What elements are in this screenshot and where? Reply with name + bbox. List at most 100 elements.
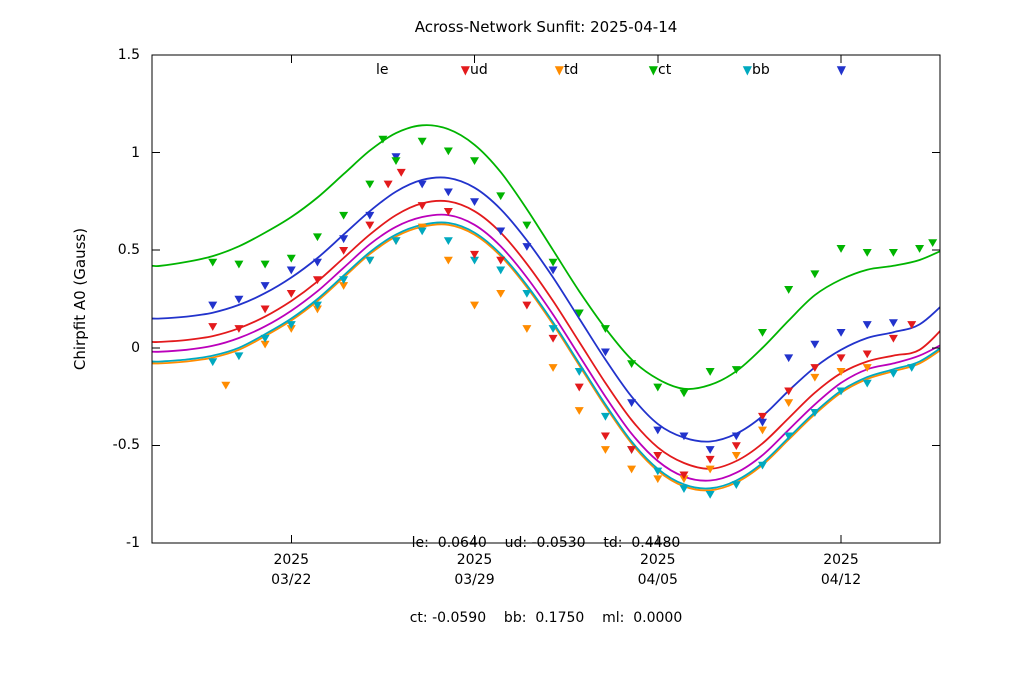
series-points-ct: [208, 227, 917, 499]
marker-triangle-down-icon: [470, 250, 480, 259]
marker-triangle-down-icon: [470, 198, 480, 206]
series-curve-bb: [152, 176, 940, 443]
marker-triangle-down-icon: [286, 325, 296, 333]
marker-triangle-down-icon: [286, 266, 296, 275]
marker-triangle-down-icon: [784, 432, 794, 441]
marker-triangle-down-icon: [758, 461, 768, 470]
marker-triangle-down-icon: [260, 340, 270, 349]
marker-triangle-down-icon: [915, 245, 925, 253]
marker-triangle-down-icon: [784, 286, 794, 294]
marker-triangle-down-icon: [365, 180, 375, 189]
marker-triangle-down-icon: [627, 465, 637, 474]
marker-triangle-down-icon: [548, 334, 558, 343]
series-curve-ct: [152, 221, 940, 490]
marker-triangle-down-icon: [443, 147, 453, 156]
marker-triangle-down-icon: [784, 387, 794, 396]
marker-triangle-down-icon: [522, 243, 532, 251]
marker-triangle-down-icon: [679, 432, 689, 441]
marker-triangle-down-icon: [260, 334, 270, 343]
marker-triangle-down-icon: [653, 426, 663, 435]
marker-triangle-down-icon: [836, 368, 846, 376]
y-tick-label: 0: [131, 339, 140, 356]
marker-triangle-down-icon: [758, 426, 768, 435]
legend-item-ud: ud ▼: [470, 62, 564, 78]
x-tick-label: 2025 04/05: [637, 552, 678, 588]
marker-triangle-down-icon: [470, 157, 480, 166]
y-tick-label: 0.5: [117, 242, 140, 259]
marker-triangle-down-icon: [679, 475, 689, 484]
marker-triangle-down-icon: [208, 323, 218, 331]
marker-triangle-down-icon: [286, 254, 296, 263]
marker-triangle-down-icon: [810, 340, 820, 349]
marker-triangle-down-icon: [600, 348, 610, 357]
fit-annotation-line-1: le: 0.0640 ud: -0.0530 td: 0.4480: [411, 535, 681, 551]
marker-triangle-down-icon: [784, 354, 794, 363]
legend-item-ct: ct ▼: [658, 62, 752, 78]
marker-triangle-down-icon: [907, 364, 917, 372]
chart-stage: Across-Network Sunfit: 2025-04-14 Chirpf…: [71, 18, 941, 626]
y-tick-label: -1: [126, 535, 140, 551]
marker-triangle-down-icon: [862, 248, 872, 257]
marker-triangle-down-icon: [653, 451, 663, 460]
marker-triangle-down-icon: [548, 364, 558, 372]
data-points: [208, 135, 938, 499]
marker-triangle-down-icon: [705, 491, 715, 499]
marker-triangle-down-icon: [391, 157, 401, 166]
series-curve-le: [152, 199, 940, 470]
chart-title: Across-Network Sunfit: 2025-04-14: [414, 18, 678, 36]
marker-triangle-down-icon: [417, 180, 427, 189]
marker-triangle-down-icon: [679, 389, 689, 398]
series-curve-ud: [152, 223, 940, 492]
x-tick-label: 2025 04/12: [820, 552, 862, 588]
marker-triangle-down-icon: [836, 354, 846, 363]
marker-triangle-down-icon: [888, 319, 898, 328]
legend-label-ud: ud: [470, 62, 488, 78]
marker-triangle-down-icon: [836, 245, 846, 253]
marker-triangle-down-icon: [391, 153, 401, 162]
marker-triangle-down-icon: [365, 256, 375, 265]
marker-triangle-down-icon: [627, 360, 637, 369]
marker-triangle-down-icon: [731, 442, 741, 450]
marker-triangle-down-icon: [810, 373, 820, 382]
marker-triangle-down-icon: [627, 446, 637, 454]
marker-triangle-down-icon: [470, 301, 480, 310]
marker-triangle-down-icon: [208, 258, 218, 267]
x-tick-label: 2025 03/22: [271, 552, 312, 588]
legend-item-le: le ▼: [376, 62, 470, 78]
marker-triangle-down-icon: [758, 412, 768, 421]
marker-triangle-down-icon: [260, 305, 270, 314]
marker-triangle-down-icon: [234, 352, 244, 361]
marker-triangle-down-icon: [260, 260, 270, 269]
marker-triangle-down-icon: [417, 223, 427, 232]
marker-triangle-down-icon: [286, 289, 296, 298]
marker-triangle-down-icon: [731, 451, 741, 460]
marker-triangle-down-icon: [574, 309, 584, 318]
marker-triangle-down-icon: [365, 221, 375, 230]
marker-triangle-down-icon: [208, 301, 218, 310]
marker-triangle-down-icon: [522, 289, 532, 298]
marker-triangle-down-icon: [928, 239, 938, 247]
marker-triangle-down-icon: [627, 399, 637, 408]
marker-triangle-down-icon: [548, 325, 558, 333]
marker-triangle-down-icon: [600, 432, 610, 441]
marker-triangle-down-icon: [378, 135, 388, 144]
marker-triangle-down-icon: [522, 221, 532, 230]
marker-triangle-down-icon: [810, 270, 820, 279]
marker-triangle-down-icon: [679, 471, 689, 480]
marker-triangle-down-icon: [758, 328, 768, 337]
legend-item-bb: bb ▼: [752, 62, 846, 78]
marker-triangle-down-icon: [888, 369, 898, 378]
marker-triangle-down-icon: [705, 446, 715, 454]
marker-triangle-down-icon: [234, 260, 244, 269]
marker-triangle-down-icon: [862, 321, 872, 329]
marker-triangle-down-icon: [312, 305, 322, 314]
marker-triangle-down-icon: [339, 247, 349, 255]
marker-triangle-down-icon: [862, 350, 872, 359]
marker-triangle-down-icon: [260, 282, 270, 290]
marker-triangle-down-icon: [443, 188, 453, 197]
marker-triangle-down-icon: [396, 168, 406, 177]
marker-triangle-down-icon: [600, 446, 610, 454]
marker-triangle-down-icon: [312, 301, 322, 310]
marker-triangle-down-icon: [548, 258, 558, 267]
marker-triangle-down-icon: [339, 276, 349, 285]
